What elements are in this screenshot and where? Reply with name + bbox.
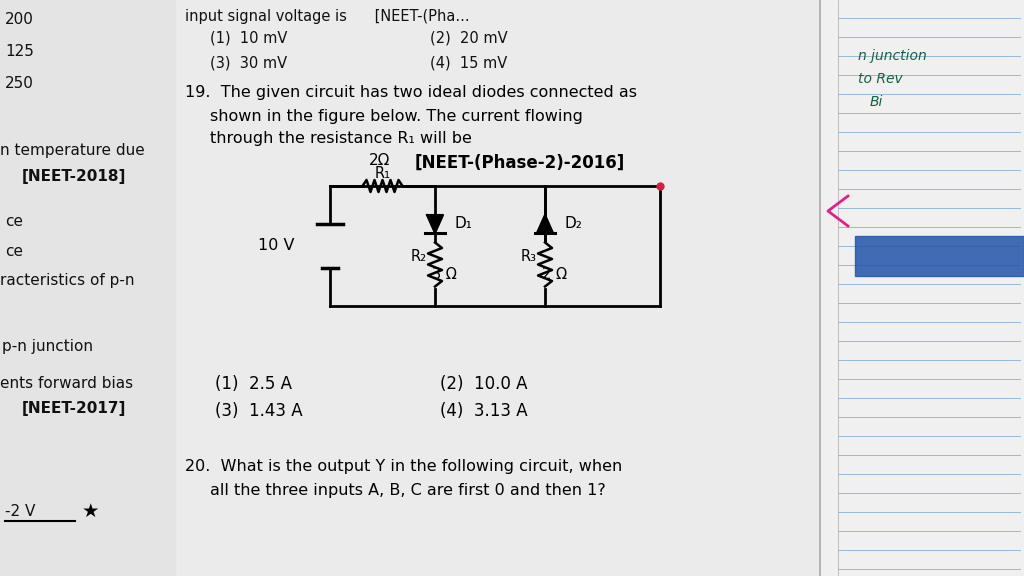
Text: 3 Ω: 3 Ω — [432, 267, 457, 282]
Polygon shape — [855, 236, 1024, 276]
Bar — [0, 0, 820, 576]
Text: n junction: n junction — [858, 49, 927, 63]
Text: 20.  What is the output Y in the following circuit, when: 20. What is the output Y in the followin… — [185, 458, 623, 473]
Text: [NEET-2017]: [NEET-2017] — [22, 400, 126, 415]
Text: (1)  2.5 A: (1) 2.5 A — [215, 375, 292, 393]
Text: (1)  10 mV: (1) 10 mV — [210, 31, 288, 46]
Text: 19.  The given circuit has two ideal diodes connected as: 19. The given circuit has two ideal diod… — [185, 85, 637, 100]
Text: ce: ce — [5, 244, 23, 259]
Text: (3)  1.43 A: (3) 1.43 A — [215, 402, 303, 420]
Text: n temperature due: n temperature due — [0, 143, 144, 158]
Text: racteristics of p-n: racteristics of p-n — [0, 274, 134, 289]
Polygon shape — [427, 215, 443, 233]
Text: shown in the figure below. The current flowing: shown in the figure below. The current f… — [210, 108, 583, 123]
Text: ★: ★ — [81, 502, 98, 521]
Text: R₃: R₃ — [521, 249, 537, 264]
Text: p-n junction: p-n junction — [2, 339, 93, 354]
Text: 2 Ω: 2 Ω — [542, 267, 567, 282]
Text: to Rev: to Rev — [858, 72, 903, 86]
Text: ents forward bias: ents forward bias — [0, 377, 133, 392]
Text: (4)  3.13 A: (4) 3.13 A — [440, 402, 527, 420]
Bar — [0, 0, 175, 576]
Text: 2Ω: 2Ω — [369, 153, 390, 168]
Text: 10 V: 10 V — [258, 238, 295, 253]
Text: R₁: R₁ — [375, 166, 390, 181]
Text: D₂: D₂ — [565, 217, 583, 232]
Text: (2)  10.0 A: (2) 10.0 A — [440, 375, 527, 393]
Polygon shape — [537, 215, 553, 233]
Text: 200: 200 — [5, 13, 34, 28]
Text: all the three inputs A, B, C are first 0 and then 1?: all the three inputs A, B, C are first 0… — [210, 483, 606, 498]
Text: -2 V: -2 V — [5, 503, 36, 518]
Text: R₂: R₂ — [411, 249, 427, 264]
Text: (4)  15 mV: (4) 15 mV — [430, 55, 507, 70]
Text: ce: ce — [5, 214, 23, 229]
Bar — [820, 0, 1024, 576]
Text: 125: 125 — [5, 44, 34, 59]
Text: Bi: Bi — [870, 95, 884, 109]
Text: [NEET-2018]: [NEET-2018] — [22, 169, 126, 184]
Text: (2)  20 mV: (2) 20 mV — [430, 31, 508, 46]
Text: through the resistance R₁ will be: through the resistance R₁ will be — [210, 131, 472, 146]
Text: [NEET-(Phase-2)-2016]: [NEET-(Phase-2)-2016] — [415, 154, 626, 172]
Text: (3)  30 mV: (3) 30 mV — [210, 55, 287, 70]
Text: D₁: D₁ — [455, 217, 473, 232]
Text: 250: 250 — [5, 77, 34, 92]
Text: input signal voltage is      [NEET-(Pha...: input signal voltage is [NEET-(Pha... — [185, 9, 470, 24]
